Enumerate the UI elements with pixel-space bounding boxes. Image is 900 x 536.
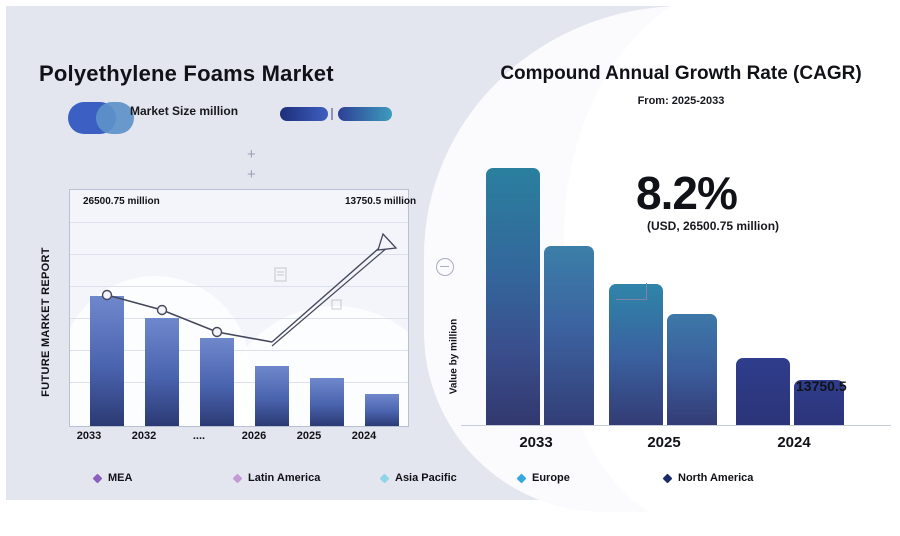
legend-label: Europe — [532, 472, 570, 484]
legend-pill-divider — [331, 108, 333, 120]
cagr-note: (USD, 26500.75 million) — [647, 219, 780, 233]
legend: MEA Latin America Asia Pacific Europe No… — [86, 472, 846, 492]
left-bar-2024 — [365, 394, 399, 426]
left-x-label-3: 2026 — [241, 430, 267, 442]
right-chart-y-axis-label: Value by million — [448, 318, 460, 395]
left-x-label-2: .... — [192, 430, 206, 442]
legend-label: Asia Pacific — [395, 472, 457, 484]
right-bar-2025-a — [609, 284, 663, 426]
left-bar-2026 — [255, 366, 289, 426]
legend-label: Latin America — [248, 472, 321, 484]
cagr-value: 8.2% — [636, 167, 738, 219]
right-bar-2024-a — [736, 358, 790, 426]
circle-minus-icon[interactable] — [436, 258, 454, 276]
right-bar-2033-a — [486, 168, 540, 426]
legend-pill-secondary — [338, 107, 392, 121]
legend-marker-icon — [662, 473, 673, 483]
legend-marker-icon — [379, 473, 390, 483]
page-title: Polyethylene Foams Market — [39, 61, 334, 86]
legend-item-mea[interactable]: MEA — [92, 472, 133, 484]
legend-marker-icon — [92, 473, 103, 483]
right-chart-plot-area — [461, 136, 891, 426]
right-x-label-2: 2024 — [777, 434, 811, 451]
right-x-label-0: 2033 — [519, 434, 553, 451]
left-x-label-4: 2025 — [296, 430, 322, 442]
left-x-label-0: 2033 — [76, 430, 102, 442]
legend-marker-icon — [232, 473, 243, 483]
right-chart-data-label: 13750.5 — [796, 378, 847, 394]
legend-pill-primary — [280, 107, 328, 121]
right-bar-2025-b — [667, 314, 717, 426]
cagr-subtitle: From: 2025-2033 — [637, 95, 725, 107]
right-x-label-1: 2025 — [647, 434, 681, 451]
left-chart-y-axis-label: FUTURE MARKET REPORT — [40, 247, 52, 397]
right-bar-2033-b — [544, 246, 594, 426]
plus-icon: + — [247, 146, 256, 163]
legend-marker-icon — [516, 473, 527, 483]
market-size-label: Market Size million — [130, 104, 239, 118]
left-chart-value-start: 26500.75 million — [83, 196, 160, 207]
infographic-root: Polyethylene Foams Market Market Size mi… — [0, 0, 900, 506]
legend-label: MEA — [108, 472, 133, 484]
legend-item-europe[interactable]: Europe — [516, 472, 570, 484]
left-chart-trend-line — [101, 232, 398, 347]
left-x-label-5: 2024 — [351, 430, 377, 442]
legend-pills — [280, 107, 392, 121]
right-chart-baseline — [461, 425, 891, 426]
left-bar-dots — [200, 338, 234, 426]
legend-item-north-america[interactable]: North America — [662, 472, 754, 484]
legend-item-latin-america[interactable]: Latin America — [232, 472, 321, 484]
left-bar-2032 — [145, 318, 179, 426]
cagr-title: Compound Annual Growth Rate (CAGR) — [500, 63, 862, 84]
left-x-label-1: 2032 — [131, 430, 157, 442]
decorative-corner-mark — [616, 283, 647, 300]
left-chart-value-end: 13750.5 million — [345, 196, 417, 207]
legend-item-asia-pacific[interactable]: Asia Pacific — [379, 472, 457, 484]
legend-label: North America — [678, 472, 754, 484]
logo-icon — [68, 102, 134, 134]
logo-capsule-right — [96, 102, 134, 134]
plus-icon: + — [247, 166, 256, 183]
left-bar-2033 — [90, 296, 124, 426]
right-bar-2024-b — [794, 380, 844, 426]
left-chart-plot-area — [69, 189, 409, 427]
left-bar-2025 — [310, 378, 344, 426]
